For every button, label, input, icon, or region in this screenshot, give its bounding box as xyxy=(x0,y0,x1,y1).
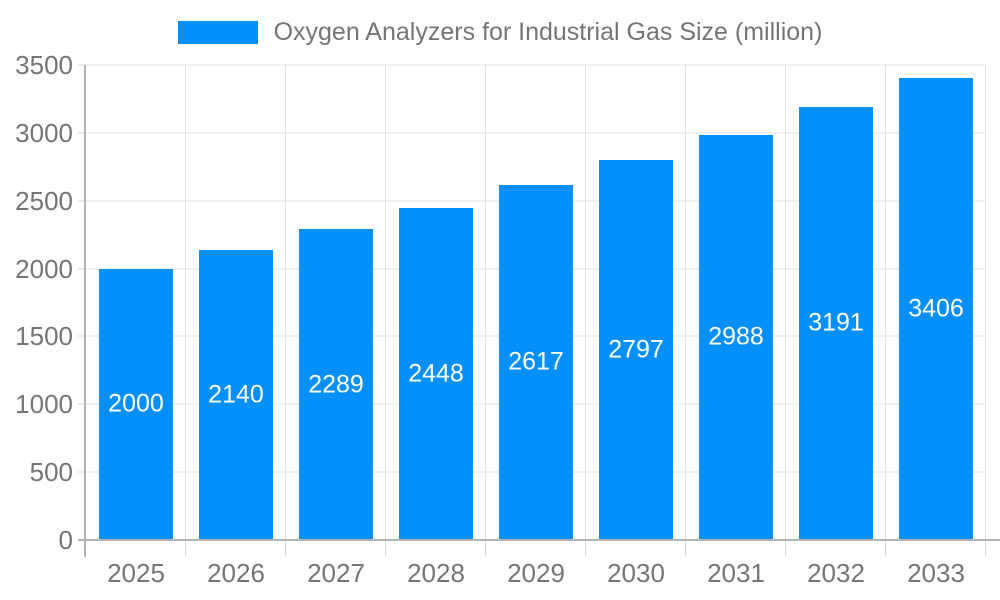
gridline-vertical xyxy=(884,65,886,540)
bar[interactable]: 2140 xyxy=(198,249,273,540)
bar[interactable]: 2617 xyxy=(499,184,573,540)
bar[interactable]: 3191 xyxy=(799,106,873,540)
x-axis-tick xyxy=(985,540,986,556)
x-axis-label: 2030 xyxy=(607,558,665,588)
y-axis-tick xyxy=(78,335,86,337)
gridline-vertical xyxy=(985,65,986,540)
legend-swatch-icon xyxy=(177,20,258,44)
y-axis-tick xyxy=(78,268,86,270)
bar-value-label: 2448 xyxy=(408,359,464,388)
bar-value-label: 2797 xyxy=(608,335,664,364)
x-axis-line xyxy=(78,539,1000,541)
x-axis-label: 2032 xyxy=(807,558,865,588)
plot-area: 0 500 1000 1500 2000 2500 3000 3500 2000 2025 2140… xyxy=(15,52,1000,588)
bar[interactable]: 2797 xyxy=(599,160,673,540)
x-axis-label: 2026 xyxy=(207,558,265,588)
bar-value-label: 3191 xyxy=(808,308,864,337)
x-axis-tick xyxy=(184,540,186,556)
bar[interactable]: 2289 xyxy=(299,229,373,540)
x-axis-tick xyxy=(684,540,686,556)
x-axis-tick xyxy=(585,540,586,556)
gridline-vertical xyxy=(184,65,186,540)
x-axis-label: 2029 xyxy=(507,558,565,588)
y-axis-tick xyxy=(78,64,86,66)
x-axis-tick xyxy=(484,540,486,556)
gridline-vertical xyxy=(785,65,786,540)
gridline-vertical xyxy=(484,65,486,540)
bar[interactable]: 2448 xyxy=(399,207,473,540)
x-axis-tick xyxy=(884,540,886,556)
bar-value-label: 2617 xyxy=(508,347,564,376)
bar-value-label: 2000 xyxy=(108,389,164,418)
gridline-horizontal xyxy=(86,132,986,134)
x-axis-label: 2025 xyxy=(107,558,165,588)
x-axis-label: 2027 xyxy=(307,558,365,588)
x-axis-label: 2031 xyxy=(707,558,765,588)
x-axis-label: 2033 xyxy=(907,558,965,588)
bar[interactable]: 3406 xyxy=(899,77,973,540)
bar-value-label: 2289 xyxy=(308,370,364,399)
gridline-vertical xyxy=(585,65,586,540)
y-axis-line xyxy=(84,65,86,557)
x-axis-tick xyxy=(284,540,286,556)
gridline-vertical xyxy=(684,65,686,540)
bar[interactable]: 2988 xyxy=(699,134,773,540)
legend-label: Oxygen Analyzers for Industrial Gas Size… xyxy=(273,17,823,46)
bar-value-label: 3406 xyxy=(908,294,964,323)
x-axis-tick xyxy=(785,540,786,556)
bar-value-label: 2140 xyxy=(208,380,264,409)
x-axis-label: 2028 xyxy=(407,558,465,588)
bar-value-label: 2988 xyxy=(708,322,764,351)
y-axis-tick xyxy=(78,132,86,134)
x-axis-tick xyxy=(384,540,386,556)
legend[interactable]: Oxygen Analyzers for Industrial Gas Size… xyxy=(0,17,1000,47)
bar[interactable]: 2000 xyxy=(98,268,173,540)
y-axis-tick xyxy=(78,403,86,405)
y-axis-tick xyxy=(78,471,86,473)
gridline-vertical xyxy=(284,65,286,540)
gridline-horizontal xyxy=(86,64,986,66)
y-axis-tick xyxy=(78,200,86,202)
gridline-vertical xyxy=(384,65,386,540)
